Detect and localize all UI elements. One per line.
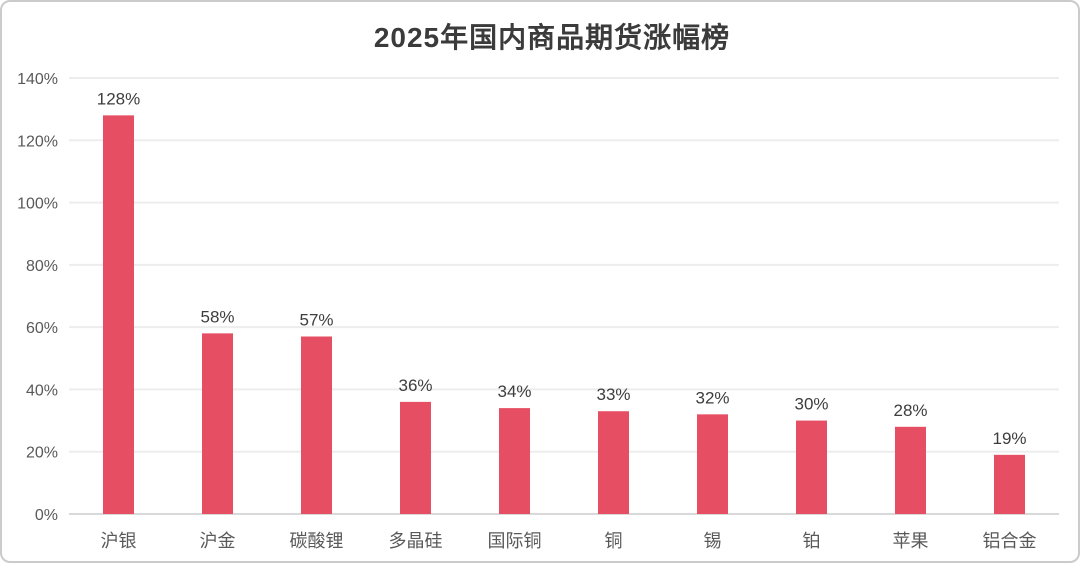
bar [400, 401, 431, 514]
bar-value-label: 36% [398, 376, 432, 395]
bar [796, 420, 827, 514]
y-axis-tick-label: 60% [26, 320, 58, 337]
bar-value-label: 33% [596, 385, 630, 404]
x-axis-category-label: 苹果 [893, 531, 929, 551]
bar [697, 414, 728, 514]
bar [202, 333, 233, 514]
bar-value-label: 30% [794, 395, 828, 414]
x-axis-category-label: 锡 [704, 531, 722, 551]
y-axis-tick-label: 120% [17, 133, 58, 150]
y-axis-tick-label: 140% [17, 71, 58, 88]
x-axis-category-label: 碳酸锂 [290, 531, 344, 551]
x-axis-category-label: 沪银 [101, 531, 137, 551]
bar-value-label: 32% [695, 388, 729, 407]
bar [994, 454, 1025, 514]
x-axis-category-label: 铂 [803, 531, 821, 551]
bar-value-label: 19% [992, 429, 1026, 448]
x-axis-category-label: 国际铜 [488, 531, 542, 551]
y-axis-tick-label: 0% [35, 507, 58, 524]
bar-value-label: 58% [200, 307, 234, 326]
y-axis-tick-label: 20% [26, 445, 58, 462]
x-axis-category-label: 铜 [605, 531, 623, 551]
chart-title: 2025年国内商品期货涨幅榜 [373, 22, 731, 53]
bar [103, 115, 134, 514]
bar [895, 426, 926, 514]
bar-value-label: 34% [497, 382, 531, 401]
bar [301, 336, 332, 514]
bar [499, 408, 530, 514]
bar-value-label: 57% [299, 310, 333, 329]
y-axis-tick-label: 80% [26, 258, 58, 275]
x-axis-category-label: 沪金 [200, 531, 236, 551]
bar-value-label: 128% [97, 89, 140, 108]
y-axis-tick-label: 40% [26, 382, 58, 399]
bar [598, 411, 629, 514]
y-axis-tick-label: 100% [17, 196, 58, 213]
x-axis-category-label: 多晶硅 [389, 531, 443, 551]
bar-value-label: 28% [893, 401, 927, 420]
x-axis-category-label: 铝合金 [983, 531, 1037, 551]
